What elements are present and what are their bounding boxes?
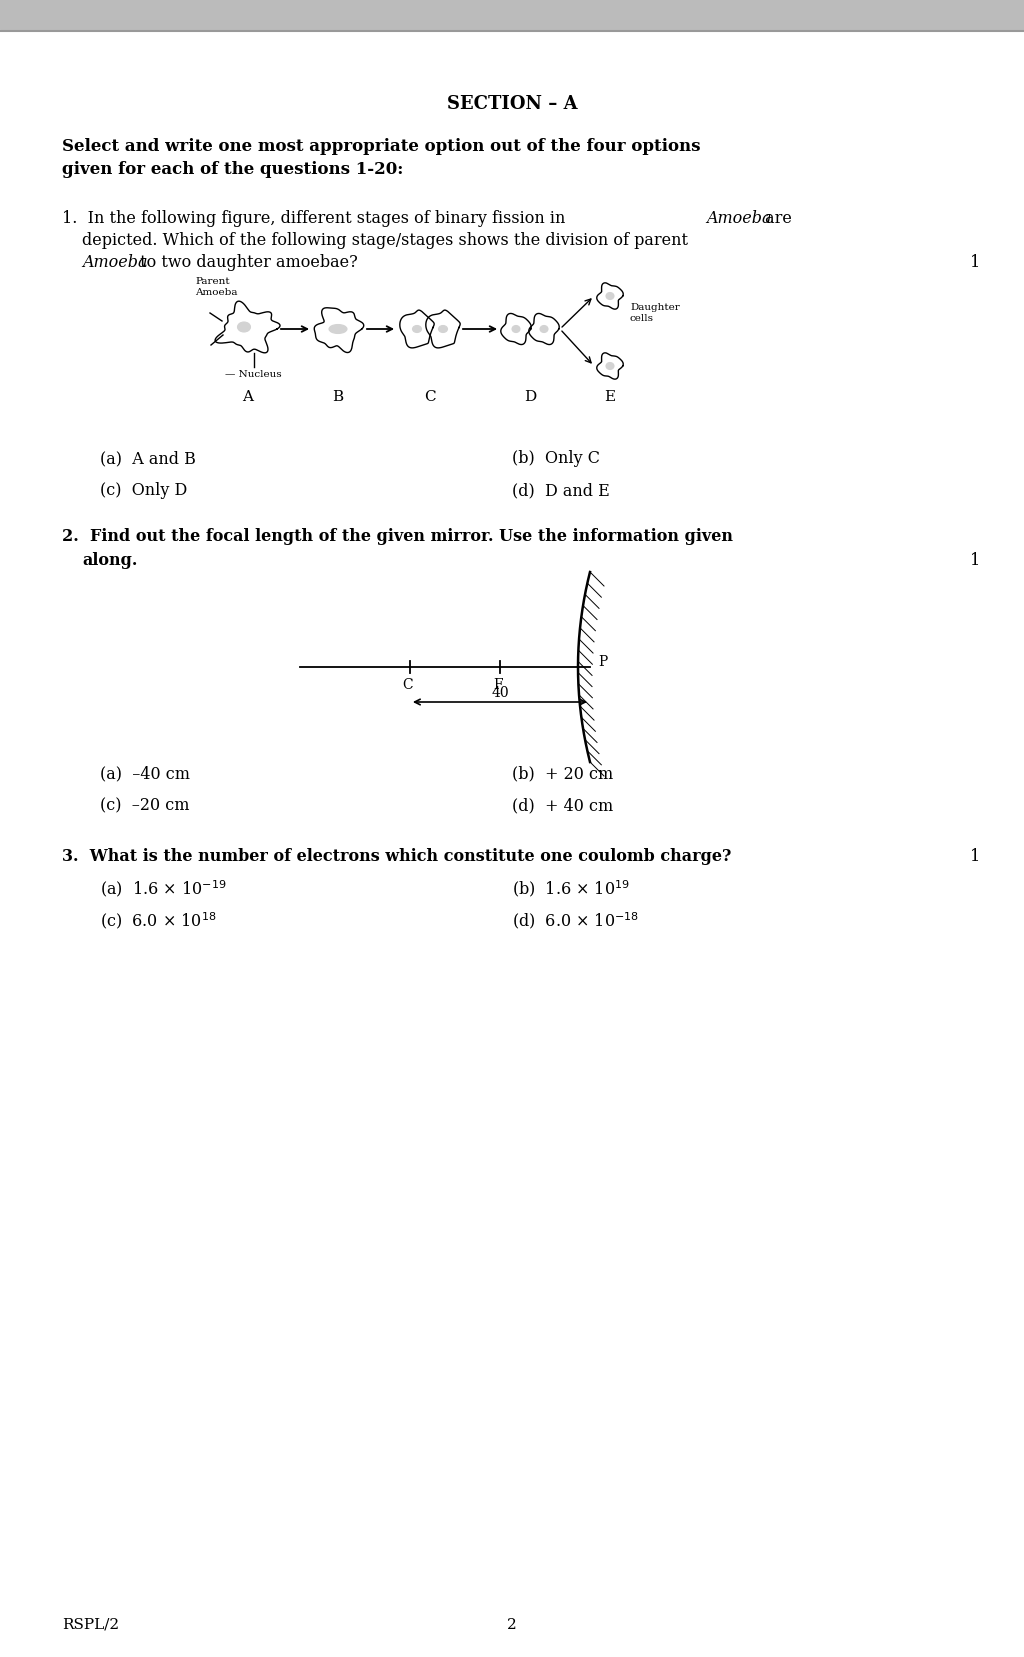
Text: 1: 1 — [970, 552, 980, 568]
Text: SECTION – A: SECTION – A — [446, 94, 578, 113]
Text: Amoeba: Amoeba — [706, 210, 771, 227]
Text: E: E — [604, 389, 615, 404]
Text: Parent
Amoeba: Parent Amoeba — [195, 277, 238, 297]
Text: B: B — [333, 389, 344, 404]
Text: 1.  In the following figure, different stages of binary fission in: 1. In the following figure, different st… — [62, 210, 570, 227]
Text: depicted. Which of the following stage/stages shows the division of parent: depicted. Which of the following stage/s… — [82, 232, 688, 249]
Text: RSPL/2: RSPL/2 — [62, 1617, 119, 1630]
Text: Amoeba: Amoeba — [82, 254, 147, 270]
Text: (c)  –20 cm: (c) –20 cm — [100, 797, 189, 814]
Text: F: F — [494, 678, 503, 691]
Ellipse shape — [606, 363, 614, 370]
Text: D: D — [524, 389, 537, 404]
Ellipse shape — [329, 325, 347, 335]
Text: (a)  –40 cm: (a) –40 cm — [100, 764, 190, 782]
Text: 1: 1 — [970, 847, 980, 865]
Text: A: A — [243, 389, 254, 404]
Ellipse shape — [512, 326, 520, 333]
Bar — [0, 0, 1024, 30]
Text: (a)  A and B: (a) A and B — [100, 449, 196, 467]
Text: Select and write one most appropriate option out of the four options
given for e: Select and write one most appropriate op… — [62, 138, 700, 179]
Text: 1: 1 — [970, 254, 980, 270]
Ellipse shape — [438, 326, 447, 333]
Text: 3.  What is the number of electrons which constitute one coulomb charge?: 3. What is the number of electrons which… — [62, 847, 731, 865]
Ellipse shape — [238, 323, 251, 333]
Text: 2: 2 — [507, 1617, 517, 1630]
Text: to two daughter amoebae?: to two daughter amoebae? — [135, 254, 357, 270]
Ellipse shape — [413, 326, 422, 333]
Text: (a)  1.6 × 10$^{-19}$: (a) 1.6 × 10$^{-19}$ — [100, 878, 226, 898]
Text: (d)  D and E: (d) D and E — [512, 482, 609, 499]
Text: C: C — [424, 389, 436, 404]
Ellipse shape — [606, 293, 614, 300]
Text: along.: along. — [82, 552, 137, 568]
Text: C: C — [402, 678, 414, 691]
Text: (b)  1.6 × 10$^{19}$: (b) 1.6 × 10$^{19}$ — [512, 878, 630, 898]
Text: 2.  Find out the focal length of the given mirror. Use the information given: 2. Find out the focal length of the give… — [62, 527, 733, 545]
Text: (d)  + 40 cm: (d) + 40 cm — [512, 797, 613, 814]
Text: (b)  Only C: (b) Only C — [512, 449, 600, 467]
Text: Daughter
cells: Daughter cells — [630, 303, 680, 323]
Text: 40: 40 — [492, 686, 509, 699]
Text: are: are — [760, 210, 792, 227]
Text: P: P — [598, 655, 607, 668]
Text: (c)  Only D: (c) Only D — [100, 482, 187, 499]
Text: (b)  + 20 cm: (b) + 20 cm — [512, 764, 613, 782]
Ellipse shape — [540, 326, 548, 333]
Text: (d)  6.0 × 10$^{-18}$: (d) 6.0 × 10$^{-18}$ — [512, 910, 639, 930]
Text: (c)  6.0 × 10$^{18}$: (c) 6.0 × 10$^{18}$ — [100, 910, 217, 930]
Text: — Nucleus: — Nucleus — [225, 370, 282, 379]
